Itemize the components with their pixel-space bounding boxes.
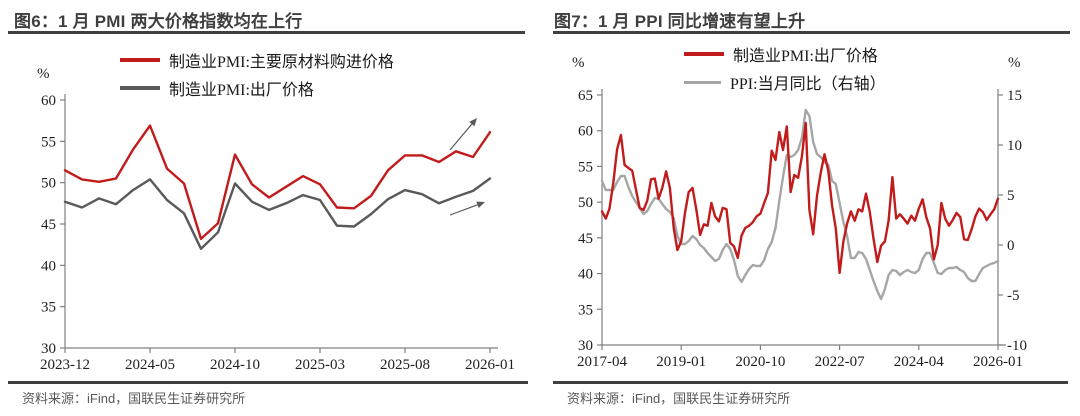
- figure6-panel: 图6：1 月 PMI 两大价格指数均在上行 制造业PMI:主要原材料购进价格 制…: [8, 12, 528, 406]
- x-tick-label: 2024-10: [210, 357, 260, 373]
- y-tick-label: 60: [41, 93, 56, 109]
- x-tick-label: 2023-12: [40, 357, 90, 373]
- y-tick-label: 5: [1007, 188, 1015, 204]
- x-tick-label: 2024-05: [125, 357, 175, 373]
- y-tick-label: -10: [1007, 338, 1027, 354]
- y-tick-label: 55: [578, 159, 593, 175]
- series-line: [63, 124, 492, 241]
- right-axis-unit-label: %: [1008, 55, 1021, 71]
- y-tick-label: 50: [578, 195, 593, 211]
- y-tick-label: 50: [41, 176, 56, 192]
- figure6-title: 图6：1 月 PMI 两大价格指数均在上行: [14, 12, 303, 31]
- y-tick-label: 65: [578, 88, 593, 104]
- legend-item: 制造业PMI:主要原材料购进价格: [120, 46, 394, 74]
- x-tick-label: 2017-04: [577, 354, 627, 370]
- figure6-footer-rule: [8, 381, 528, 384]
- x-tick-label: 2022-07: [815, 354, 865, 370]
- series-line: [600, 121, 1000, 275]
- figure7-title: 图7：1 月 PPI 同比增速有望上升: [554, 12, 806, 31]
- y-tick-label: 10: [1007, 138, 1022, 154]
- figure7-chart: 30 35 40 45 50 55 60 65 -10 -5 0 5 10 15 2017-04 2019-0…: [577, 88, 1027, 370]
- y-tick-label: 30: [41, 341, 56, 357]
- figure7-source: 资料来源：iFind，国联民生证券研究所: [567, 391, 791, 406]
- figure6-title-underline: [8, 31, 525, 34]
- red-line-swatch: [684, 52, 724, 56]
- figure7-title-underline: [553, 31, 1070, 34]
- y-tick-label: 40: [41, 258, 56, 274]
- y-tick-label: 60: [578, 124, 593, 140]
- x-tick-label: 2025-08: [380, 357, 430, 373]
- legend-label: 制造业PMI:出厂价格: [169, 82, 314, 99]
- gray-line-swatch: [120, 86, 160, 90]
- figure6-chart: 30 35 40 45 50 55 60 2023-12 2024-05 2024-10 2025-…: [40, 93, 515, 373]
- y-tick-label: -5: [1007, 288, 1020, 304]
- left-axis-unit-label: %: [572, 55, 585, 71]
- y-tick-label: 15: [1007, 88, 1022, 104]
- legend-item: PPI:当月同比（右轴）: [684, 68, 886, 96]
- legend-item: 制造业PMI:出厂价格: [120, 74, 394, 102]
- figure6-source: 资料来源：iFind，国联民生证券研究所: [22, 391, 246, 406]
- legend-item: 制造业PMI:出厂价格: [684, 40, 886, 68]
- trend-arrow-head: [476, 201, 485, 208]
- figure6-legend: 制造业PMI:主要原材料购进价格 制造业PMI:出厂价格: [120, 46, 394, 102]
- x-tick-label: 2026-01: [465, 357, 515, 373]
- x-tick-label: 2026-01: [973, 354, 1023, 370]
- y-tick-label: 35: [41, 300, 56, 316]
- y-tick-label: 45: [41, 217, 56, 233]
- trend-arrow-shaft: [449, 204, 478, 216]
- y-tick-label: 35: [578, 302, 593, 318]
- trend-arrow-head: [469, 118, 477, 127]
- y-tick-label: 40: [578, 267, 593, 283]
- series-line: [63, 177, 492, 251]
- legend-label: PPI:当月同比（右轴）: [730, 76, 886, 93]
- y-tick-label: 0: [1007, 238, 1015, 254]
- figure7-legend: 制造业PMI:出厂价格 PPI:当月同比（右轴）: [684, 40, 886, 96]
- trend-arrow-shaft: [449, 123, 473, 151]
- x-tick-label: 2024-04: [894, 354, 944, 370]
- red-line-swatch: [120, 58, 160, 62]
- figure7-footer-rule: [553, 381, 1068, 384]
- legend-label: 制造业PMI:主要原材料购进价格: [169, 54, 394, 71]
- y-tick-label: 55: [41, 134, 56, 150]
- figure7-panel: 图7：1 月 PPI 同比增速有望上升 制造业PMI:出厂价格 PPI:当月同比…: [540, 0, 1080, 416]
- legend-label: 制造业PMI:出厂价格: [733, 48, 878, 65]
- x-tick-label: 2025-03: [295, 357, 345, 373]
- series-line: [600, 108, 1000, 301]
- gray-line-swatch: [684, 80, 721, 84]
- y-tick-label: 30: [578, 338, 593, 354]
- y-tick-label: 45: [578, 231, 593, 247]
- x-tick-label: 2019-01: [656, 354, 706, 370]
- left-axis-unit-label: %: [37, 66, 50, 82]
- x-tick-label: 2020-10: [735, 354, 785, 370]
